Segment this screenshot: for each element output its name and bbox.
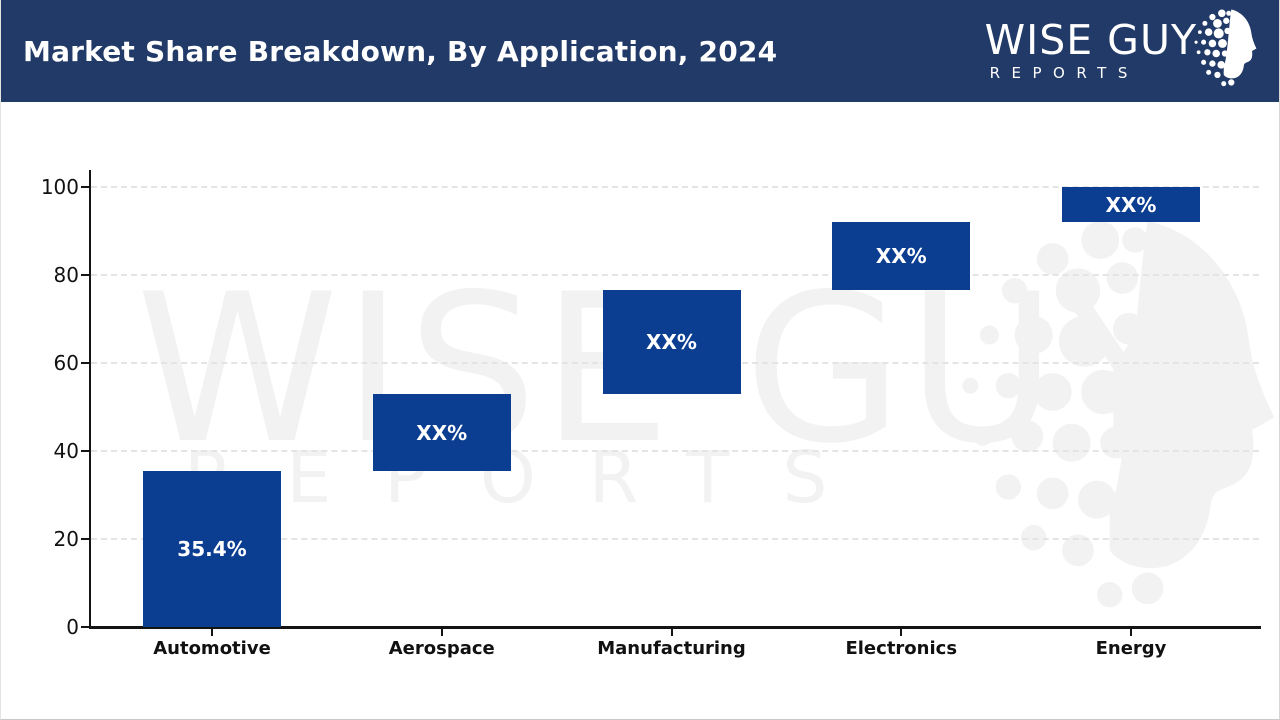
bar-value-label: XX% — [646, 330, 697, 355]
x-axis-label: Energy — [1095, 638, 1167, 659]
x-axis-label: Aerospace — [388, 638, 495, 659]
y-axis-tick — [81, 450, 89, 452]
x-axis-label: Automotive — [153, 638, 271, 659]
y-gridline — [91, 186, 1259, 188]
y-axis-tick — [81, 626, 89, 628]
x-axis-tick — [211, 629, 213, 636]
y-axis-tick — [81, 186, 89, 188]
y-tick-label: 20 — [53, 527, 79, 551]
waterfall-bar — [832, 222, 971, 291]
bar-value-label: XX% — [416, 420, 468, 445]
bar-value-label: 35.4% — [177, 537, 247, 562]
y-tick-label: 80 — [53, 263, 79, 287]
wiseguy-head-icon — [1194, 9, 1257, 87]
x-axis-line — [89, 626, 1261, 629]
waterfall-bar — [372, 393, 511, 472]
x-axis-label: Electronics — [845, 638, 958, 659]
waterfall-bar — [602, 290, 741, 394]
y-tick-label: 100 — [40, 175, 79, 199]
y-axis-tick — [81, 274, 89, 276]
logo-text: WISE GUY REPORTS — [984, 16, 1197, 83]
waterfall-bar — [1062, 187, 1200, 223]
logo-subtitle: REPORTS — [989, 64, 1139, 82]
x-axis-tick — [440, 629, 443, 636]
y-axis-tick — [81, 538, 89, 540]
y-gridline — [91, 274, 1259, 276]
bar-value-label: XX% — [1105, 192, 1157, 217]
y-tick-label: 0 — [66, 615, 79, 639]
x-axis-tick — [900, 629, 903, 636]
x-axis-label: Manufacturing — [597, 638, 746, 659]
y-tick-label: 40 — [53, 439, 79, 463]
x-axis-tick — [1130, 629, 1132, 636]
x-axis-tick — [670, 629, 673, 636]
bar-value-label: XX% — [875, 244, 927, 269]
wiseguy-logo: WISE GUY REPORTS — [985, 7, 1269, 95]
y-axis-line — [89, 170, 91, 628]
y-tick-label: 60 — [53, 351, 79, 375]
y-gridline — [91, 450, 1259, 452]
waterfall-bar — [143, 471, 281, 627]
header: Market Share Breakdown, By Application, … — [1, 0, 1279, 102]
page-title: Market Share Breakdown, By Application, … — [23, 34, 778, 68]
watermark-text-line2: REPORTS — [184, 436, 881, 519]
logo-wordmark: WISE GUY — [984, 16, 1197, 64]
wiseguy-head-watermark-icon — [962, 221, 1275, 608]
y-axis-tick — [81, 362, 89, 364]
y-gridline — [91, 538, 1259, 540]
